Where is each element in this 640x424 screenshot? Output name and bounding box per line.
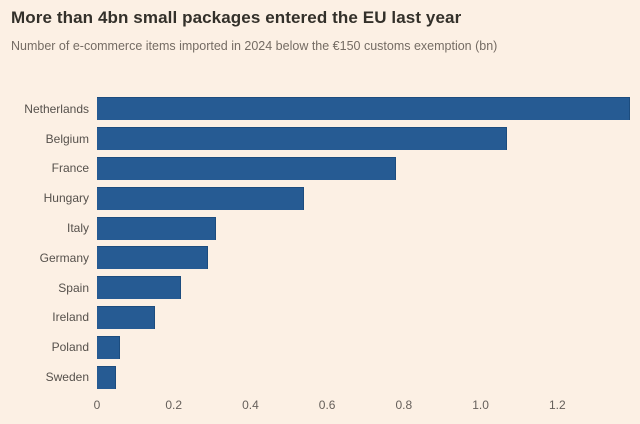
bar-rows: Netherlands Belgium France Hungary Italy Germ… xyxy=(0,94,640,392)
x-axis-tick-label: 0.8 xyxy=(395,397,413,412)
bar-track xyxy=(97,97,634,121)
category-label: Ireland xyxy=(52,310,89,325)
category-label: Spain xyxy=(58,280,89,295)
bar-track xyxy=(97,156,634,180)
bar-row: Ireland xyxy=(0,303,640,333)
chart-title: More than 4bn small packages entered the… xyxy=(11,8,462,27)
category-label: France xyxy=(51,161,89,176)
bar-row: Italy xyxy=(0,213,640,243)
x-axis-tick-label: 1.0 xyxy=(472,397,489,412)
bar-track xyxy=(97,276,634,300)
bar xyxy=(97,216,216,240)
bar-row: Germany xyxy=(0,243,640,273)
bar-track xyxy=(97,246,634,270)
chart-subtitle: Number of e-commerce items imported in 2… xyxy=(11,39,498,53)
category-label: Germany xyxy=(39,250,89,265)
x-axis-tick-label: 0 xyxy=(93,397,101,412)
bar xyxy=(97,127,508,151)
bar xyxy=(97,365,117,389)
bar xyxy=(97,276,182,300)
bar-row: Poland xyxy=(0,332,640,362)
chart-header: More than 4bn small packages entered the… xyxy=(0,0,640,55)
bar-row: Netherlands xyxy=(0,94,640,124)
bar-track xyxy=(97,365,634,389)
x-axis-tick-label: 1.2 xyxy=(548,397,566,412)
x-axis: 0 0.2 0.4 0.6 0.8 1.0 1.2 xyxy=(93,397,634,422)
bar-track xyxy=(97,127,634,151)
category-label: Belgium xyxy=(45,131,89,146)
bar-track xyxy=(97,335,634,359)
bar xyxy=(97,156,397,180)
bar-row: France xyxy=(0,154,640,184)
category-label: Sweden xyxy=(45,370,89,385)
bar-row: Sweden xyxy=(0,362,640,392)
x-axis-tick-label: 0.4 xyxy=(242,397,259,412)
category-label: Italy xyxy=(66,221,89,236)
bar-row: Belgium xyxy=(0,124,640,154)
x-axis-tick-label: 0.2 xyxy=(165,397,183,412)
bar xyxy=(97,305,155,329)
bar-chart: Netherlands Belgium France Hungary Italy Germ… xyxy=(0,94,640,422)
category-label: Netherlands xyxy=(24,101,89,116)
bar xyxy=(97,186,305,210)
x-axis-tick-label: 0.6 xyxy=(318,397,336,412)
bar-track xyxy=(97,305,634,329)
bar xyxy=(97,97,631,121)
category-label: Hungary xyxy=(43,191,89,206)
bar xyxy=(97,246,209,270)
bar-track xyxy=(97,216,634,240)
bar-track xyxy=(97,186,634,210)
category-label: Poland xyxy=(51,340,89,355)
bar-row: Spain xyxy=(0,273,640,303)
bar-row: Hungary xyxy=(0,183,640,213)
bar xyxy=(97,335,120,359)
